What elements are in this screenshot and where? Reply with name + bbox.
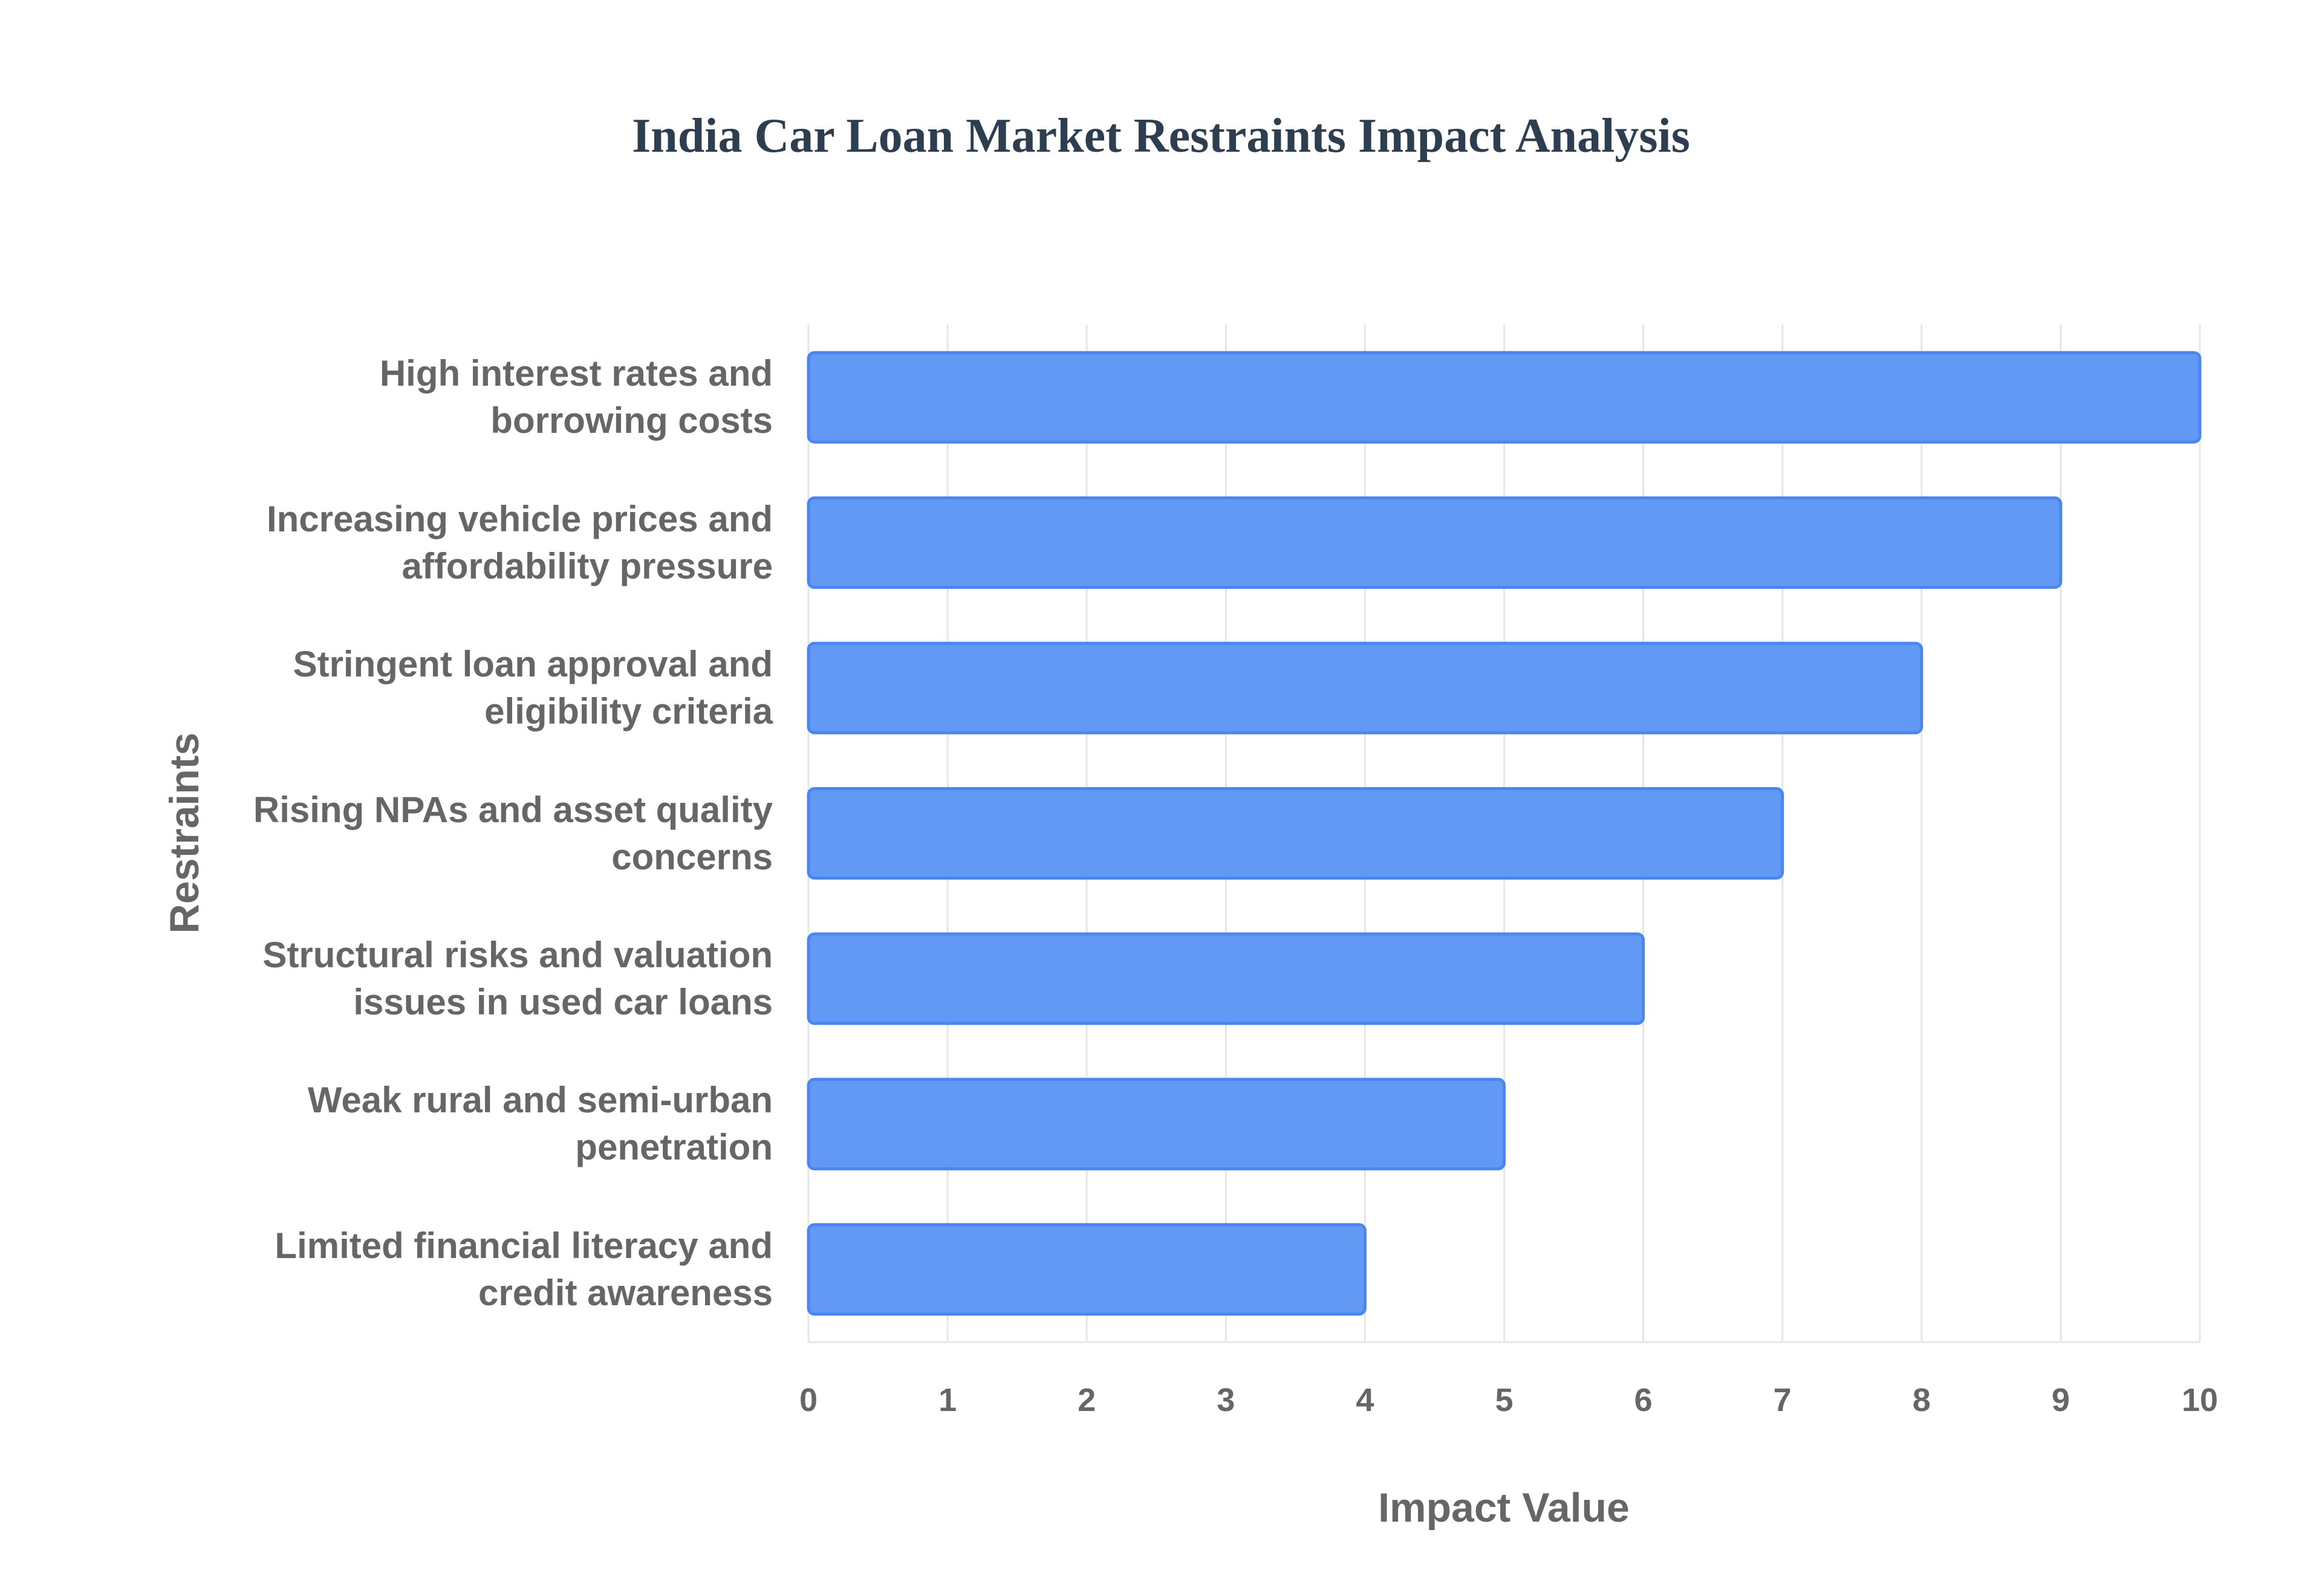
x-tick-label: 4: [1356, 1382, 1374, 1418]
x-tick-label: 10: [2181, 1382, 2219, 1418]
x-axis-title: Impact Value: [1378, 1485, 1630, 1531]
x-tick-label: 0: [799, 1382, 818, 1418]
bar: [807, 787, 1784, 880]
y-tick-label: Limited financial literacy and credit aw…: [275, 1225, 773, 1313]
x-tick-label: 7: [1773, 1382, 1792, 1418]
y-tick-label: Rising NPAs and asset quality concerns: [253, 789, 773, 877]
y-tick-label: Structural risks and valuation issues in…: [262, 934, 773, 1022]
x-tick-label: 3: [1217, 1382, 1235, 1418]
bar: [807, 351, 2202, 444]
x-tick-label: 6: [1634, 1382, 1653, 1418]
y-tick-label: Weak rural and semi-urban penetration: [307, 1080, 773, 1168]
x-tick-label: 5: [1495, 1382, 1514, 1418]
bar: [807, 496, 2063, 589]
x-tick-label: 1: [938, 1382, 957, 1418]
chart-title: India Car Loan Market Restraints Impact …: [632, 109, 1690, 163]
y-tick-label: High interest rates and borrowing costs: [379, 353, 773, 441]
bar: [807, 641, 1924, 735]
x-tick-label: 2: [1078, 1382, 1096, 1418]
bar: [807, 932, 1645, 1025]
y-tick-label: Stringent loan approval and eligibility …: [293, 644, 773, 732]
bar: [807, 1077, 1506, 1170]
x-tick-label: 9: [2051, 1382, 2070, 1418]
y-axis-title: Restraints: [161, 732, 207, 934]
bar: [807, 1223, 1367, 1316]
y-tick-label: Increasing vehicle prices and affordabil…: [266, 498, 773, 586]
x-tick-label: 8: [1912, 1382, 1931, 1418]
